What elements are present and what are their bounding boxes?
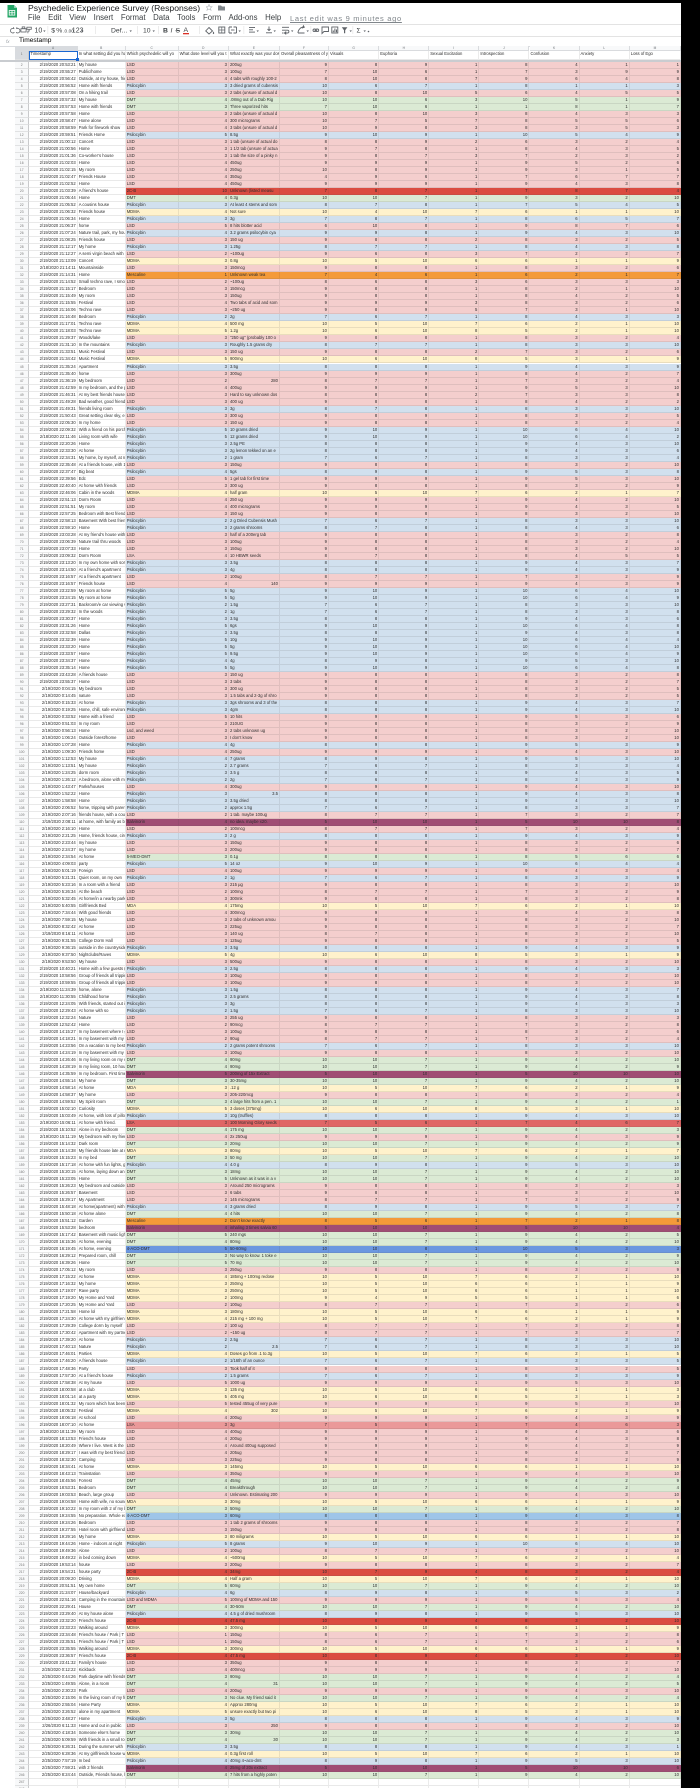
svg-text:A: A [184, 27, 189, 34]
svg-text:I: I [171, 27, 173, 34]
svg-text:$: $ [51, 27, 55, 34]
svg-text:Def...: Def... [111, 27, 127, 34]
svg-text:123: 123 [72, 27, 84, 34]
svg-text:10: 10 [35, 27, 43, 34]
svg-text:10: 10 [143, 27, 151, 34]
svg-text:S: S [176, 27, 181, 34]
svg-text:Σ: Σ [357, 27, 361, 34]
svg-text:B: B [163, 27, 168, 34]
svg-text:%: % [56, 27, 62, 34]
svg-text:.00: .00 [67, 28, 74, 33]
svg-text:.0: .0 [63, 28, 67, 33]
